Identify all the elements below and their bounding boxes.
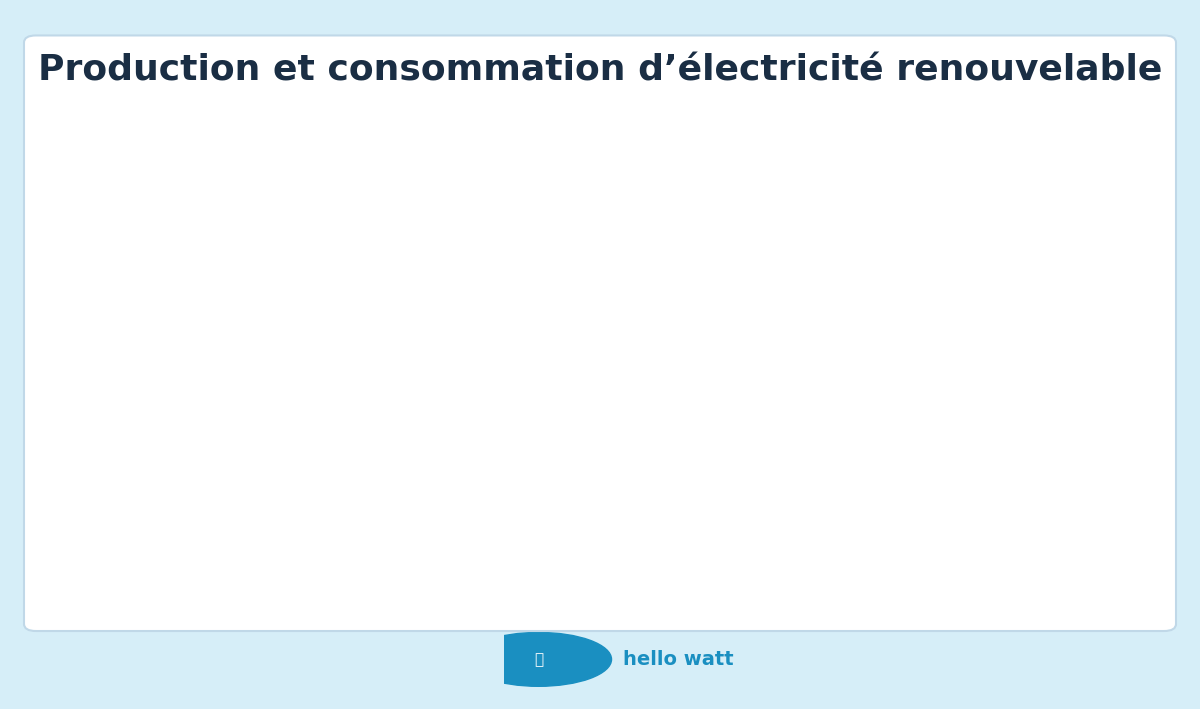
Text: Production et consommation d’électricité renouvelable: Production et consommation d’électricité… bbox=[38, 54, 1162, 88]
Text: ☽ Soir: ☽ Soir bbox=[660, 608, 703, 621]
Text: Revente
Stockage: Revente Stockage bbox=[394, 223, 502, 270]
Text: Besoins: Besoins bbox=[661, 350, 745, 368]
Circle shape bbox=[466, 632, 612, 686]
Text: 💡: 💡 bbox=[534, 652, 544, 667]
Text: ☀ Matin: ☀ Matin bbox=[200, 608, 256, 621]
Text: Courbe de consommation: Courbe de consommation bbox=[941, 400, 1159, 415]
Text: ☀ Midi: ☀ Midi bbox=[436, 608, 481, 621]
Text: Besoins: Besoins bbox=[154, 350, 238, 368]
Y-axis label: Production et consommation
d’électricité renouvelable: Production et consommation d’électricité… bbox=[95, 247, 122, 427]
Text: Courbe de production: Courbe de production bbox=[941, 336, 1127, 352]
Text: Autoconsommation: Autoconsommation bbox=[294, 469, 522, 489]
Text: hello watt: hello watt bbox=[623, 650, 733, 669]
